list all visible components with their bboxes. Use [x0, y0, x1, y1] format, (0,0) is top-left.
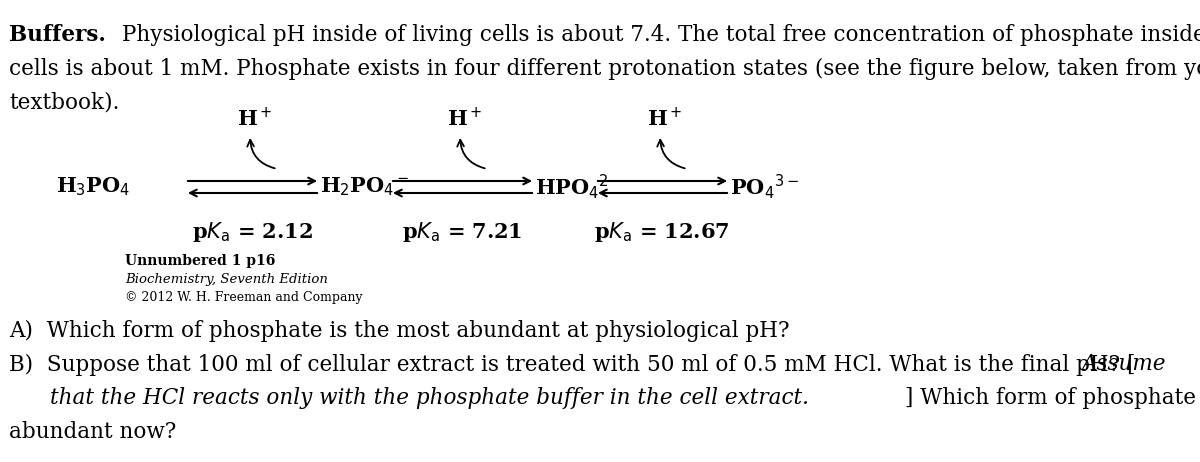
Text: Unnumbered 1 p16: Unnumbered 1 p16: [125, 254, 275, 268]
Text: HPO$_4$$^{2-}$: HPO$_4$$^{2-}$: [535, 173, 624, 201]
Text: H$_2$PO$_4$$^-$: H$_2$PO$_4$$^-$: [320, 176, 409, 198]
Text: abundant now?: abundant now?: [10, 420, 176, 443]
Text: p$\mathit{K}_\mathrm{a}$ = 2.12: p$\mathit{K}_\mathrm{a}$ = 2.12: [192, 220, 312, 244]
Text: cells is about 1 mM. Phosphate exists in four different protonation states (see : cells is about 1 mM. Phosphate exists in…: [10, 57, 1200, 79]
Text: Assume: Assume: [1082, 353, 1166, 376]
Text: H$^+$: H$^+$: [238, 107, 272, 130]
Text: © 2012 W. H. Freeman and Company: © 2012 W. H. Freeman and Company: [125, 291, 362, 304]
Text: p$\mathit{K}_\mathrm{a}$ = 7.21: p$\mathit{K}_\mathrm{a}$ = 7.21: [402, 220, 522, 244]
Text: A)  Which form of phosphate is the most abundant at physiological pH?: A) Which form of phosphate is the most a…: [10, 320, 790, 342]
Text: H$_3$PO$_4$: H$_3$PO$_4$: [55, 176, 130, 198]
Text: H$^+$: H$^+$: [647, 107, 683, 130]
Text: PO$_4$$^{3-}$: PO$_4$$^{3-}$: [730, 173, 799, 201]
Text: textbook).: textbook).: [10, 91, 119, 113]
Text: ] Which form of phosphate is most: ] Which form of phosphate is most: [905, 387, 1200, 409]
Text: Buffers.: Buffers.: [10, 24, 106, 46]
Text: Biochemistry, Seventh Edition: Biochemistry, Seventh Edition: [125, 273, 328, 286]
Text: H$^+$: H$^+$: [448, 107, 482, 130]
Text: B)  Suppose that 100 ml of cellular extract is treated with 50 ml of 0.5 mM HCl.: B) Suppose that 100 ml of cellular extra…: [10, 353, 1135, 376]
Text: that the HCl reacts only with the phosphate buffer in the cell extract.: that the HCl reacts only with the phosph…: [50, 387, 809, 409]
Text: p$\mathit{K}_\mathrm{a}$ = 12.67: p$\mathit{K}_\mathrm{a}$ = 12.67: [594, 220, 730, 244]
Text: Physiological pH inside of living cells is about 7.4. The total free concentrati: Physiological pH inside of living cells …: [122, 24, 1200, 46]
